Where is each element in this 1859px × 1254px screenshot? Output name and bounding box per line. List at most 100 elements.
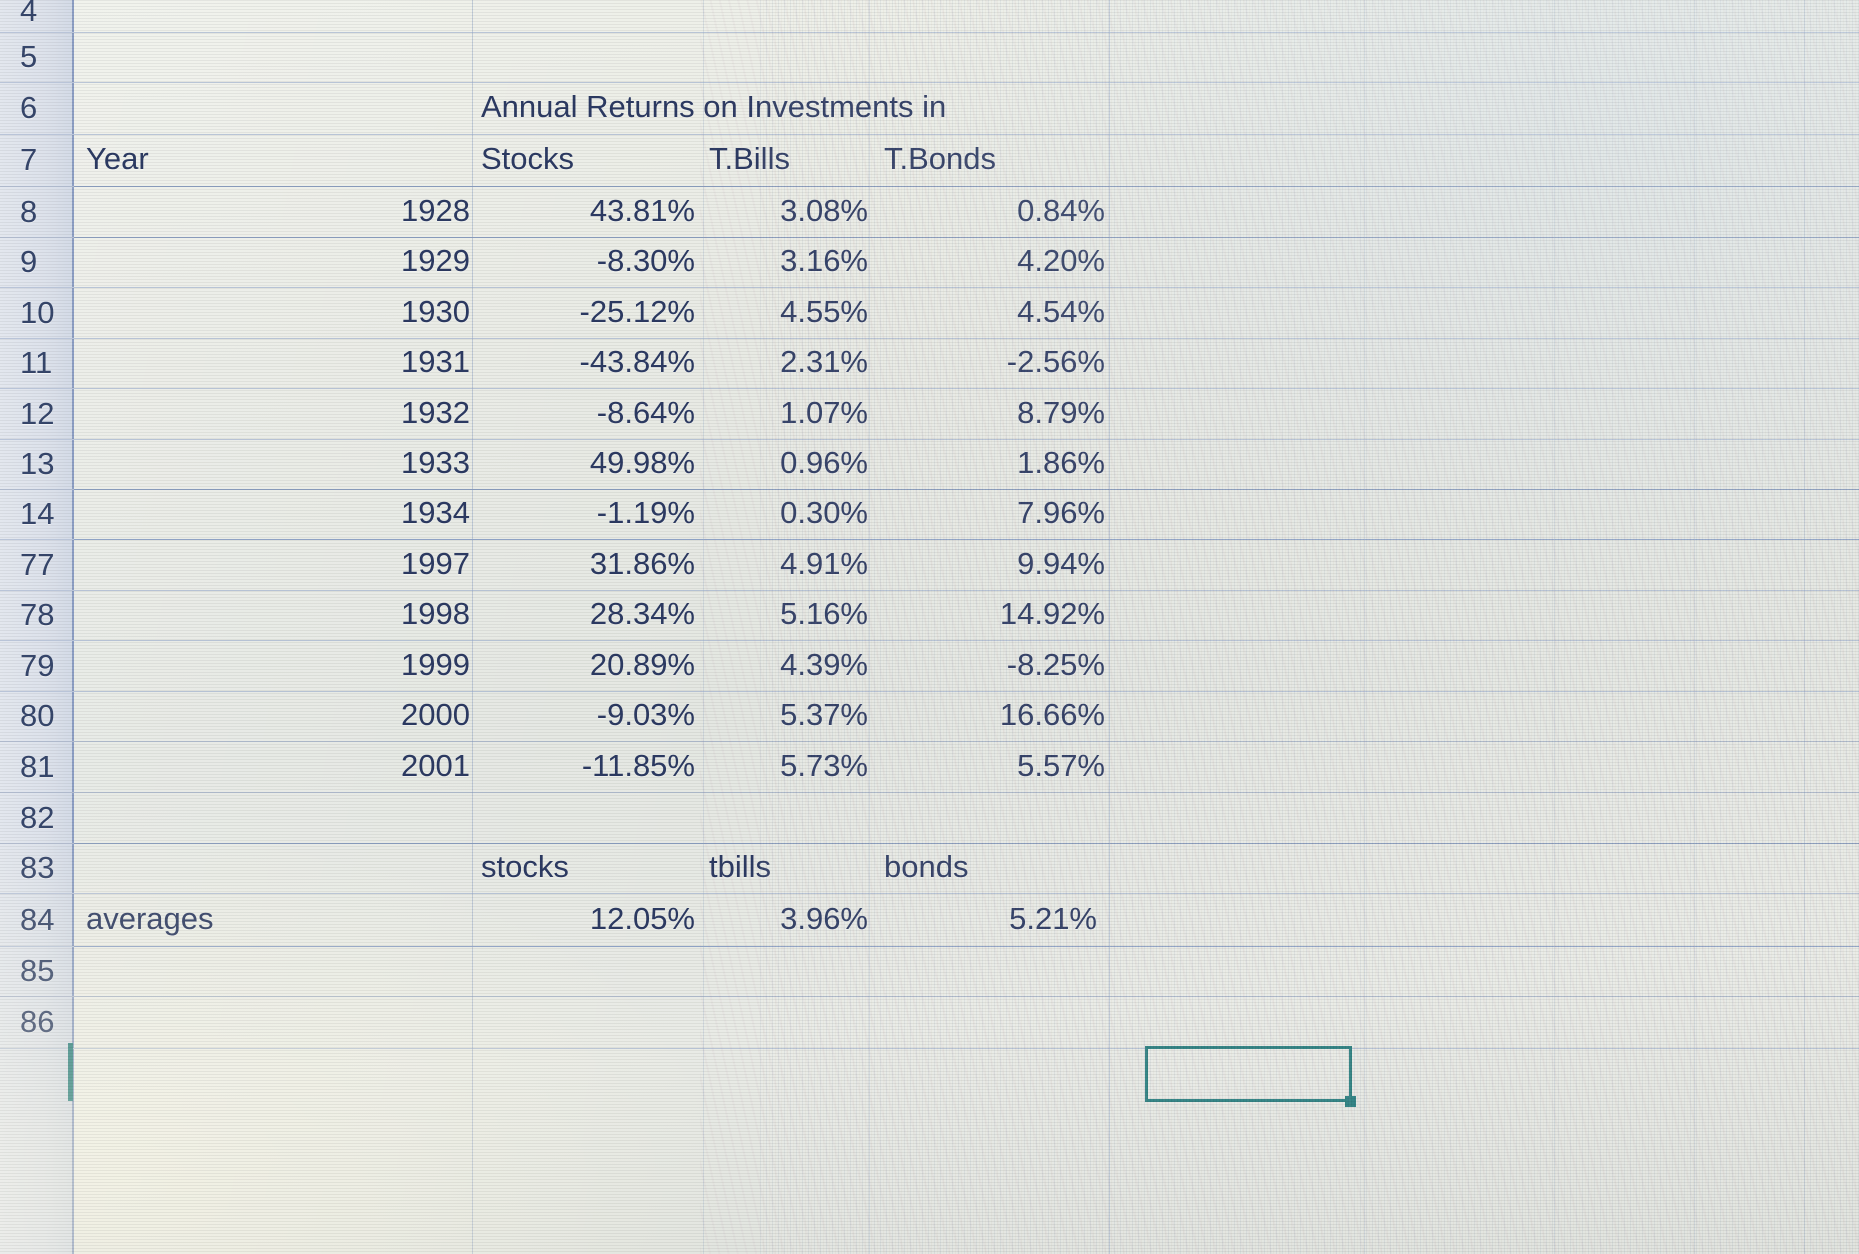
selection-fill-handle[interactable] [1345,1096,1356,1107]
cell-stocks[interactable]: 49.98% [589,445,695,480]
cell-tbonds[interactable]: 4.20% [1017,243,1105,278]
cell-year[interactable]: 1931 [401,344,470,379]
cell-tbonds[interactable]: 4.54% [1017,293,1105,329]
grid-row-line [74,996,1859,997]
cell-year[interactable]: 1932 [401,394,470,430]
grid-row-line [74,388,1859,389]
cell-stocks[interactable]: -25.12% [579,293,695,329]
table-title[interactable]: Annual Returns on Investments in [481,89,947,124]
cell-year[interactable]: 1929 [401,243,470,278]
cell-stocks[interactable]: -11.85% [581,747,695,783]
cell-tbonds[interactable]: 8.79% [1017,394,1105,430]
row-header-4[interactable]: 4 [20,0,38,28]
row-header-14[interactable]: 14 [20,496,55,531]
cell-tbills[interactable]: 4.55% [780,293,868,329]
row-header-gutter[interactable]: 4 5 6 7 8 9 10 11 12 13 14 77 78 79 80 81 82 83 84 85 86 [0,0,74,1254]
cell-tbills[interactable]: 3.16% [780,243,868,278]
cell-tbills[interactable]: 1.07% [780,394,868,430]
cell-year[interactable]: 1934 [401,495,470,530]
row-header-divider [0,338,74,339]
row-header-86[interactable]: 86 [20,1004,55,1039]
cell-stocks[interactable]: 43.81% [589,192,695,228]
row-header-13[interactable]: 13 [20,446,55,481]
row-header-84[interactable]: 84 [20,901,55,937]
summary-label-stocks[interactable]: stocks [481,849,569,884]
grid-column-line [472,0,473,1254]
selected-cell-border[interactable] [1145,1046,1352,1102]
cell-stocks[interactable]: 31.86% [589,545,695,581]
row-header-9[interactable]: 9 [20,244,38,279]
cell-tbills[interactable]: 5.73% [780,747,868,783]
cell-tbonds[interactable]: 5.57% [1017,747,1105,783]
row-header-82[interactable]: 82 [20,799,55,835]
cell-tbills[interactable]: 3.08% [780,192,868,228]
grid-column-line [1554,0,1555,1254]
summary-value-bonds[interactable]: 5.21% [1009,900,1097,936]
row-header-78[interactable]: 78 [20,597,55,632]
cell-tbonds[interactable]: 9.94% [1017,545,1105,581]
grid-row-line [74,439,1859,440]
cell-year[interactable]: 1997 [401,545,470,581]
cell-tbonds[interactable]: 16.66% [999,697,1105,732]
grid-row-line [74,287,1859,288]
cell-stocks[interactable]: -43.84% [579,344,695,379]
cell-tbills[interactable]: 5.37% [780,697,868,732]
row-header-85[interactable]: 85 [20,953,55,988]
cell-year[interactable]: 1928 [401,192,470,228]
column-header-tbills[interactable]: T.Bills [709,141,790,176]
row-header-79[interactable]: 79 [20,647,55,683]
summary-value-tbills[interactable]: 3.96% [780,900,868,936]
cell-tbonds[interactable]: 14.92% [999,596,1105,631]
summary-label-tbills[interactable]: tbills [709,849,772,884]
grid-row-line [74,640,1859,641]
row-header-divider [0,539,74,540]
cell-tbills[interactable]: 0.30% [780,495,868,530]
cell-year[interactable]: 1999 [401,646,470,682]
row-header-6[interactable]: 6 [20,90,38,125]
row-header-12[interactable]: 12 [20,395,55,431]
cell-tbills[interactable]: 0.96% [780,445,868,480]
cell-tbonds[interactable]: 7.96% [1017,495,1105,530]
grid-row-line [74,691,1859,692]
cell-tbonds[interactable]: 1.86% [1017,445,1105,480]
row-header-83[interactable]: 83 [20,850,55,885]
column-header-year[interactable]: Year [86,141,149,176]
row-header-80[interactable]: 80 [20,698,55,733]
row-header-11[interactable]: 11 [20,345,53,380]
grid-row-line [74,32,1859,33]
cell-tbills[interactable]: 4.91% [780,545,868,581]
cell-tbonds[interactable]: -8.25% [1006,646,1105,682]
row-header-divider [0,996,74,997]
row-header-77[interactable]: 77 [20,546,55,582]
cell-stocks[interactable]: -8.64% [596,394,695,430]
row-header-7[interactable]: 7 [20,142,38,177]
cell-year[interactable]: 1998 [401,596,470,631]
cell-stocks[interactable]: -8.30% [596,243,695,278]
cell-tbills[interactable]: 2.31% [780,344,868,379]
grid-column-line [1109,0,1110,1254]
row-header-10[interactable]: 10 [20,294,55,330]
row-header-81[interactable]: 81 [20,748,55,784]
cell-year[interactable]: 1933 [401,445,470,480]
cell-year[interactable]: 2000 [401,697,470,732]
cell-stocks[interactable]: -1.19% [596,495,695,530]
cell-stocks[interactable]: 20.89% [589,646,695,682]
row-header-5[interactable]: 5 [20,39,38,74]
cell-tbonds[interactable]: -2.56% [1006,344,1105,379]
cell-stocks[interactable]: 28.34% [589,596,695,631]
column-header-stocks[interactable]: Stocks [481,141,575,176]
summary-value-stocks[interactable]: 12.05% [589,900,695,936]
cell-year[interactable]: 1930 [401,293,470,329]
column-header-tbonds[interactable]: T.Bonds [884,141,997,176]
row-header-divider [0,741,74,742]
row-header-8[interactable]: 8 [20,193,38,229]
cell-tbonds[interactable]: 0.84% [1017,192,1105,228]
cell-stocks[interactable]: -9.03% [596,697,695,732]
summary-label-bonds[interactable]: bonds [884,849,969,884]
row-header-divider [0,82,74,83]
cell-tbills[interactable]: 4.39% [780,646,868,682]
grid-row-line [74,489,1859,490]
cell-tbills[interactable]: 5.16% [780,596,868,631]
summary-row-label[interactable]: averages [86,900,214,936]
cell-year[interactable]: 2001 [401,747,470,783]
